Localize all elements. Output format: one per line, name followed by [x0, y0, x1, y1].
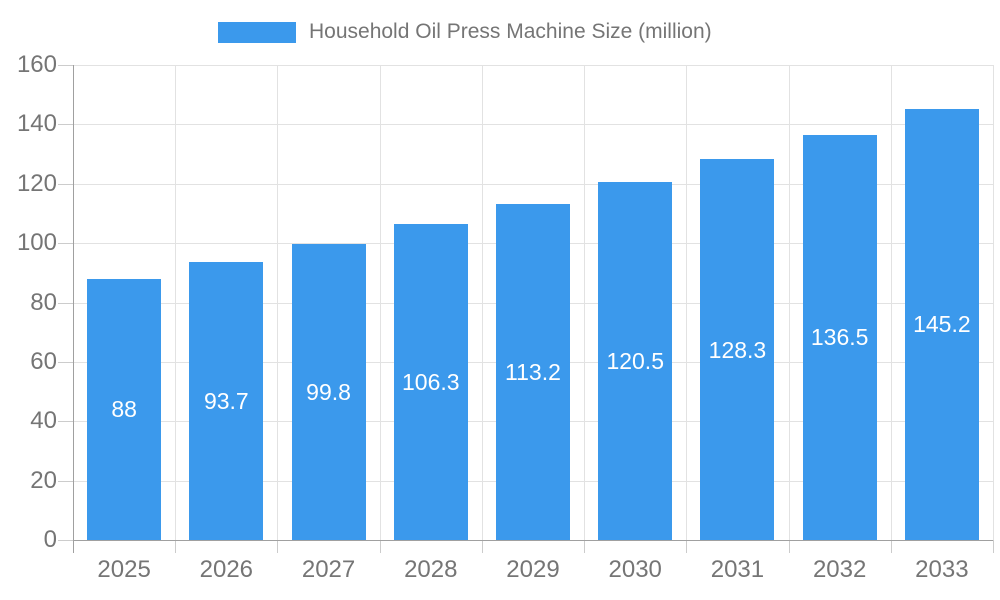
y-axis-line: [73, 65, 74, 553]
x-axis-tick: [788, 540, 790, 553]
bar-2031[interactable]: [700, 159, 775, 540]
x-axis-tick: [890, 540, 892, 553]
x-axis-tick: [481, 540, 483, 553]
x-axis-tick: [686, 540, 688, 553]
x-axis-line: [73, 540, 993, 541]
x-gridline: [584, 65, 586, 540]
bar-2033[interactable]: [904, 108, 979, 540]
y-axis-label: 140: [16, 110, 57, 138]
x-axis-label: 2028: [404, 556, 458, 583]
x-axis-label: 2033: [915, 556, 969, 583]
y-axis-tick: [58, 421, 73, 423]
legend-label: Household Oil Press Machine Size (millio…: [309, 20, 712, 43]
y-gridline: [73, 124, 993, 126]
x-axis-label: 2031: [710, 556, 765, 583]
y-axis-label: 20: [30, 466, 57, 494]
x-gridline: [277, 65, 279, 540]
y-axis-tick: [58, 124, 73, 126]
y-axis-label: 60: [30, 347, 57, 375]
y-axis-label: 0: [43, 526, 57, 553]
x-axis-label: 2026: [199, 556, 254, 583]
x-axis-tick: [584, 540, 586, 553]
y-axis-tick: [58, 183, 73, 185]
legend-swatch: [218, 21, 296, 43]
x-axis-tick: [993, 540, 994, 553]
x-gridline: [379, 65, 381, 540]
y-gridline: [73, 183, 993, 185]
bar-2030[interactable]: [598, 182, 673, 540]
bar-2029[interactable]: [496, 203, 570, 540]
x-gridline: [175, 65, 177, 540]
y-axis-label: 160: [16, 51, 57, 78]
x-gridline: [993, 65, 994, 540]
x-axis-label: 2032: [812, 556, 867, 583]
x-gridline: [481, 65, 483, 540]
plot-area: 88 93.7 99.8 106.3 113.2 120.5 128.3 136.5 145.2: [73, 65, 994, 540]
x-axis-label: 2030: [608, 556, 662, 583]
bar-2028[interactable]: [393, 224, 468, 540]
y-axis-tick: [58, 65, 73, 66]
y-axis-label: 120: [16, 169, 57, 197]
x-axis-label: 2029: [506, 556, 560, 583]
y-axis-tick: [58, 540, 73, 541]
x-axis-label: 2025: [97, 556, 151, 583]
bar-2032[interactable]: [802, 134, 877, 540]
bar-2026[interactable]: [189, 261, 264, 540]
y-axis-label: 100: [16, 229, 57, 257]
chart-legend[interactable]: Household Oil Press Machine Size (millio…: [218, 20, 712, 44]
y-axis-tick: [58, 243, 73, 245]
y-axis-label: 80: [30, 288, 57, 316]
bar-2025[interactable]: [87, 278, 162, 540]
y-gridline: [73, 65, 993, 66]
x-gridline: [686, 65, 688, 540]
y-axis-tick: [58, 302, 73, 304]
x-gridline: [890, 65, 892, 540]
y-axis-tick: [58, 480, 73, 482]
x-axis-tick: [379, 540, 381, 553]
y-axis-label: 40: [30, 407, 57, 435]
x-axis-tick: [175, 540, 177, 553]
y-axis-tick: [58, 361, 73, 363]
bar-2027[interactable]: [291, 243, 366, 540]
x-axis-tick: [277, 540, 279, 553]
x-axis-label: 2027: [301, 556, 356, 583]
x-gridline: [788, 65, 790, 540]
